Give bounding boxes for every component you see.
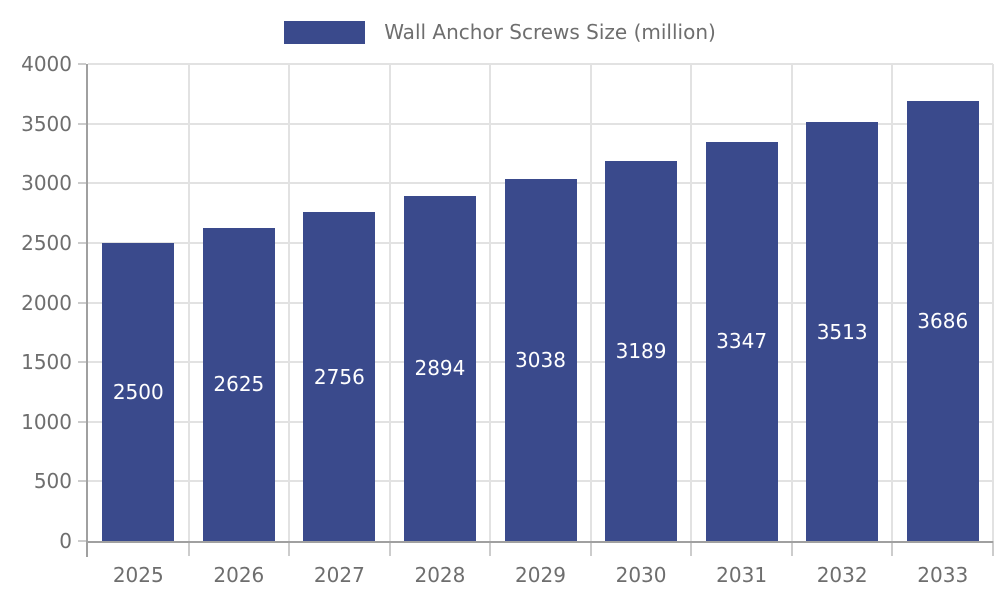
bar-value-label: 2894 bbox=[414, 356, 466, 381]
bar: 2894 bbox=[403, 195, 476, 541]
bar-value-label: 2500 bbox=[112, 379, 164, 404]
y-tick-label: 0 bbox=[59, 529, 72, 553]
x-axis-tick bbox=[489, 541, 492, 556]
x-tick-label: 2033 bbox=[917, 563, 969, 587]
y-axis-tick bbox=[78, 480, 86, 483]
gridline-vertical bbox=[388, 64, 391, 541]
x-tick-label: 2031 bbox=[716, 563, 768, 587]
bar: 3513 bbox=[806, 122, 879, 541]
gridline-vertical bbox=[992, 64, 994, 541]
y-tick-label: 2000 bbox=[21, 290, 72, 315]
bar: 2625 bbox=[202, 227, 275, 541]
y-tick-label: 500 bbox=[33, 469, 72, 494]
x-tick-label: 2025 bbox=[112, 563, 164, 587]
x-axis-tick bbox=[790, 541, 793, 556]
y-tick-label: 3500 bbox=[21, 111, 72, 136]
bar-value-label: 3189 bbox=[615, 338, 667, 363]
gridline-vertical bbox=[489, 64, 492, 541]
x-axis-tick bbox=[589, 541, 592, 556]
legend-swatch bbox=[284, 20, 366, 44]
y-axis-tick bbox=[78, 301, 86, 304]
y-axis-tick bbox=[78, 182, 86, 185]
legend-label: Wall Anchor Screws Size (million) bbox=[384, 20, 716, 44]
bar: 3347 bbox=[705, 141, 778, 541]
y-tick-label: 1000 bbox=[21, 409, 72, 434]
bar-value-label: 3038 bbox=[515, 347, 566, 372]
y-axis-tick bbox=[78, 420, 86, 423]
x-tick-label: 2027 bbox=[313, 563, 365, 587]
x-tick-label: 2028 bbox=[414, 563, 466, 587]
bar-value-label: 3513 bbox=[816, 319, 868, 344]
y-axis-tick bbox=[78, 361, 86, 364]
y-tick-label: 4000 bbox=[21, 52, 72, 76]
bar: 2500 bbox=[102, 242, 175, 541]
x-axis-tick bbox=[992, 541, 994, 556]
y-axis-tick bbox=[78, 63, 86, 65]
bar-value-label: 2756 bbox=[313, 364, 365, 389]
bar: 3686 bbox=[906, 101, 979, 541]
gridline-vertical bbox=[187, 64, 190, 541]
y-tick-label: 1500 bbox=[21, 350, 72, 375]
bar-value-label: 3347 bbox=[716, 329, 768, 354]
x-axis-spine bbox=[86, 541, 993, 543]
legend: Wall Anchor Screws Size (million) bbox=[0, 17, 1000, 47]
plot-area: 0 500 1000 1500 2000 2500 3000 3500 4000 2500 2025… bbox=[21, 52, 994, 587]
gridline-vertical bbox=[891, 64, 894, 541]
x-axis-tick bbox=[690, 541, 693, 556]
x-tick-label: 2026 bbox=[213, 563, 265, 587]
bar-value-label: 3686 bbox=[917, 309, 969, 334]
x-axis-tick bbox=[187, 541, 190, 556]
x-axis-tick bbox=[288, 541, 291, 556]
bar: 3038 bbox=[504, 178, 577, 541]
x-axis-tick bbox=[388, 541, 391, 556]
gridline-vertical bbox=[288, 64, 291, 541]
gridline-vertical bbox=[589, 64, 592, 541]
y-tick-label: 3000 bbox=[21, 171, 72, 196]
y-axis-tick bbox=[78, 540, 86, 542]
x-tick-label: 2029 bbox=[515, 563, 566, 587]
y-axis-spine bbox=[86, 64, 88, 557]
y-axis-tick bbox=[78, 122, 86, 125]
x-axis-tick bbox=[891, 541, 894, 556]
x-tick-label: 2032 bbox=[816, 563, 868, 587]
x-tick-label: 2030 bbox=[615, 563, 667, 587]
gridline-vertical bbox=[790, 64, 793, 541]
y-axis-tick bbox=[78, 241, 86, 244]
gridline-horizontal bbox=[88, 63, 993, 65]
bar: 3189 bbox=[605, 160, 678, 541]
bar: 2756 bbox=[303, 212, 376, 541]
bar-value-label: 2625 bbox=[213, 372, 265, 397]
gridline-vertical bbox=[690, 64, 693, 541]
y-tick-label: 2500 bbox=[21, 230, 72, 255]
